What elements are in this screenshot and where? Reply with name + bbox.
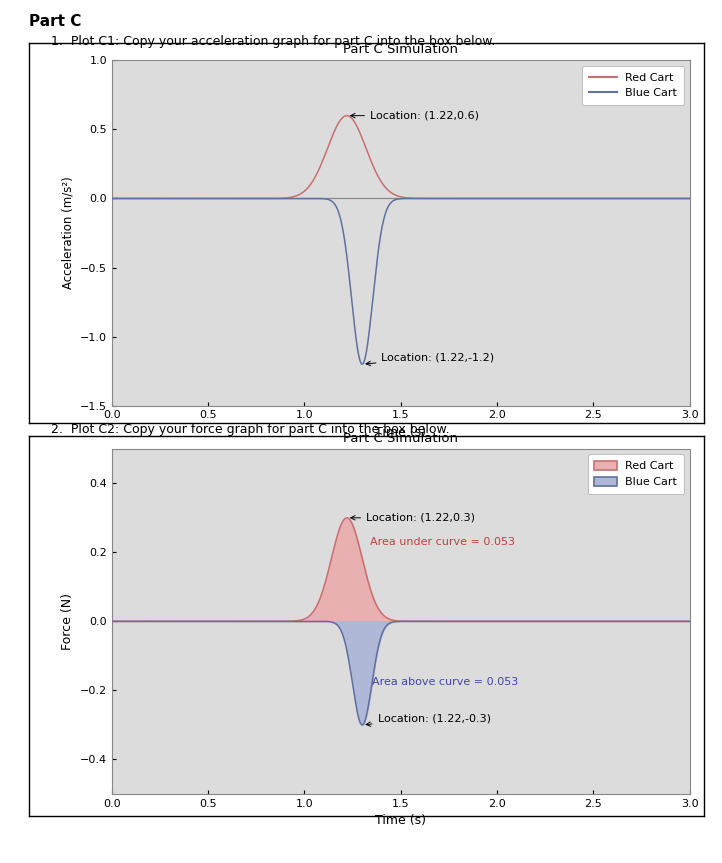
Text: Area under curve = 0.053: Area under curve = 0.053 [370, 538, 515, 547]
Y-axis label: Acceleration (m/s²): Acceleration (m/s²) [61, 177, 74, 289]
X-axis label: Time (s): Time (s) [375, 815, 426, 828]
Text: Area above curve = 0.053: Area above curve = 0.053 [372, 677, 518, 687]
Text: Part C: Part C [29, 14, 82, 28]
Legend: Red Cart, Blue Cart: Red Cart, Blue Cart [588, 454, 684, 494]
Legend: Red Cart, Blue Cart: Red Cart, Blue Cart [582, 66, 684, 104]
Text: Location: (1.22,0.6): Location: (1.22,0.6) [351, 110, 479, 121]
Title: Part C Simulation: Part C Simulation [343, 43, 458, 56]
Text: Location: (1.22,0.3): Location: (1.22,0.3) [351, 513, 475, 523]
Text: 1.  Plot C1: Copy your acceleration graph for part C into the box below.: 1. Plot C1: Copy your acceleration graph… [51, 35, 495, 47]
Text: Location: (1.22,-1.2): Location: (1.22,-1.2) [366, 352, 495, 366]
Text: Location: (1.22,-0.3): Location: (1.22,-0.3) [366, 713, 491, 727]
Text: 2.  Plot C2: Copy your force graph for part C into the box below.: 2. Plot C2: Copy your force graph for pa… [51, 423, 449, 436]
X-axis label: Time (s): Time (s) [375, 426, 426, 439]
Title: Part C Simulation: Part C Simulation [343, 432, 458, 444]
Y-axis label: Force (N): Force (N) [61, 593, 74, 650]
